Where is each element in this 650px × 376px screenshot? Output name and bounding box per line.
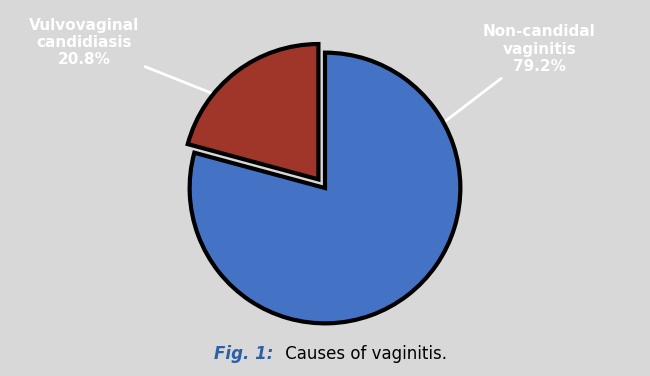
Wedge shape [190,53,460,323]
Wedge shape [188,44,318,179]
Text: Vulvovaginal
candidiasis
20.8%: Vulvovaginal candidiasis 20.8% [29,18,235,103]
Text: Fig. 1:: Fig. 1: [214,345,273,363]
Text: Causes of vaginitis.: Causes of vaginitis. [280,345,447,363]
Text: Non-candidal
vaginitis
79.2%: Non-candidal vaginitis 79.2% [395,24,596,160]
